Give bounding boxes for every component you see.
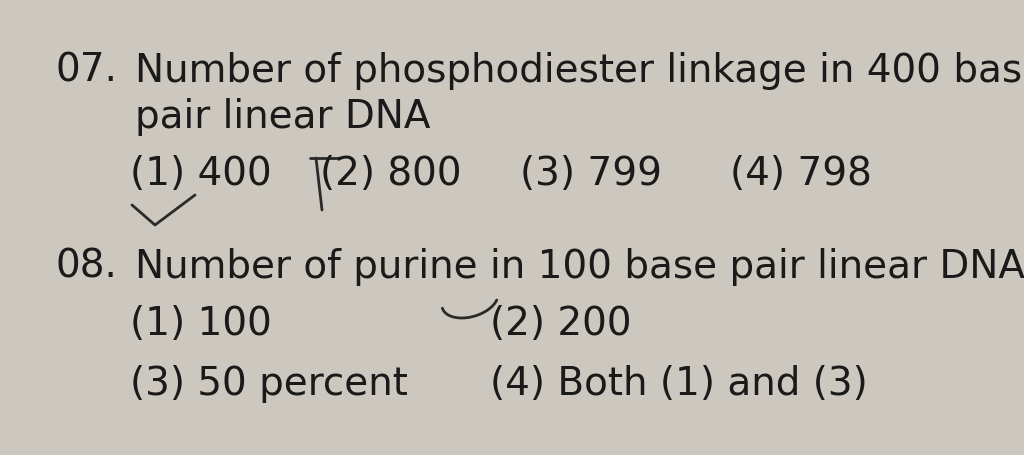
Text: 07.: 07. [55,52,117,90]
Text: (2) 800: (2) 800 [319,155,462,193]
Text: pair linear DNA: pair linear DNA [135,98,430,136]
Text: (3) 799: (3) 799 [520,155,662,193]
Text: (2) 200: (2) 200 [490,305,632,343]
Text: 08.: 08. [55,248,117,286]
Text: (4) Both (1) and (3): (4) Both (1) and (3) [490,365,867,403]
Text: Number of purine in 100 base pair linear DNA: Number of purine in 100 base pair linear… [135,248,1024,286]
Text: (1) 400: (1) 400 [130,155,271,193]
Text: (3) 50 percent: (3) 50 percent [130,365,408,403]
Text: Number of phosphodiester linkage in 400 base: Number of phosphodiester linkage in 400 … [135,52,1024,90]
Text: (1) 100: (1) 100 [130,305,272,343]
Text: (4) 798: (4) 798 [730,155,871,193]
